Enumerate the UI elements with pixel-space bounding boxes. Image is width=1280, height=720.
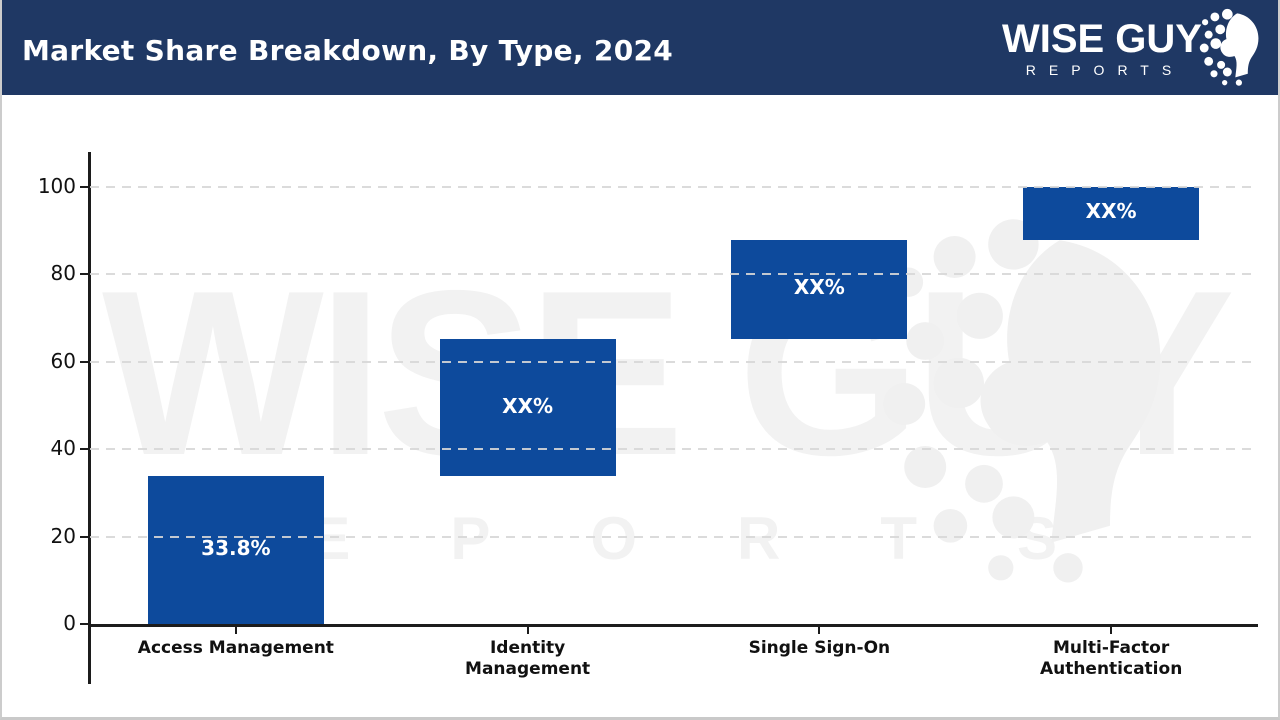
y-tick-mark [80, 360, 89, 363]
y-tick-mark [80, 623, 89, 625]
gridline [90, 360, 1257, 363]
gridline [90, 186, 1257, 188]
x-category-label: Access Management [137, 638, 334, 658]
logo-head-icon [1199, 8, 1259, 86]
x-tick-mark [818, 627, 821, 634]
wiseguy-logo: WISE GUY REPORTS [1002, 8, 1262, 88]
waterfall-chart: WISE GUY REPORTS 0 20 40 60 80 100 33.8% Access… [2, 95, 1278, 717]
y-tick-mark [80, 186, 89, 188]
x-tick-mark [234, 627, 237, 634]
x-category-label: Multi-Factor Authentication [1039, 638, 1183, 679]
y-tick-label: 0 [63, 611, 76, 635]
bar-value-label: XX% [502, 393, 554, 418]
waterfall-bar [147, 476, 324, 624]
y-tick-label: 100 [37, 174, 76, 198]
x-axis-line [88, 624, 1258, 627]
y-tick-label: 60 [50, 348, 76, 373]
bar-value-label: XX% [793, 275, 845, 300]
x-tick-mark [526, 627, 529, 634]
bar-value-label: 33.8% [201, 536, 271, 561]
logo-text: WISE GUY REPORTS [1002, 18, 1202, 78]
y-tick-label: 80 [50, 261, 76, 286]
logo-reports-text: REPORTS [1025, 62, 1185, 78]
y-tick-mark [80, 535, 89, 538]
gridline [90, 535, 1257, 538]
y-axis-line [88, 152, 91, 684]
header-bar: Market Share Breakdown, By Type, 2024 WI… [2, 0, 1278, 95]
waterfall-bar [731, 239, 908, 340]
gridline [90, 273, 1257, 276]
page-title: Market Share Breakdown, By Type, 2024 [22, 34, 674, 67]
logo-wiseguy-text: WISE GUY [1001, 17, 1202, 61]
x-category-label: Single Sign-On [748, 638, 891, 658]
y-tick-mark [80, 273, 89, 276]
x-tick-mark [1110, 627, 1113, 634]
watermark-wiseguy-text: WISE GUY [102, 241, 1235, 504]
bar-value-label: XX% [1085, 199, 1137, 224]
y-tick-mark [80, 448, 89, 451]
gridline [90, 448, 1257, 451]
y-tick-label: 40 [50, 436, 76, 461]
x-category-label: Identity Management [465, 638, 591, 679]
y-tick-label: 20 [50, 523, 76, 548]
